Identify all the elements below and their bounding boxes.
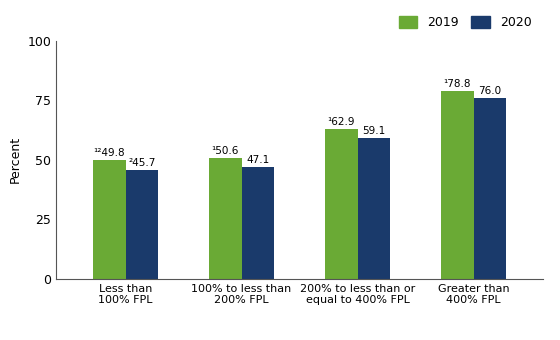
Text: ¹78.8: ¹78.8 xyxy=(444,79,471,89)
Text: ¹²49.8: ¹²49.8 xyxy=(94,148,125,158)
Bar xyxy=(474,98,506,279)
Text: 47.1: 47.1 xyxy=(246,155,269,165)
Bar xyxy=(441,91,474,279)
Bar xyxy=(358,138,390,279)
Bar xyxy=(209,158,241,279)
Text: ¹62.9: ¹62.9 xyxy=(328,117,355,127)
Text: ¹50.6: ¹50.6 xyxy=(212,147,239,156)
Bar xyxy=(125,170,158,279)
Text: ²45.7: ²45.7 xyxy=(128,158,156,168)
Text: 59.1: 59.1 xyxy=(362,126,385,136)
Bar xyxy=(93,160,125,279)
Bar xyxy=(325,129,358,279)
Legend: 2019, 2020: 2019, 2020 xyxy=(394,11,537,34)
Bar xyxy=(241,167,274,279)
Text: 76.0: 76.0 xyxy=(478,86,501,96)
Y-axis label: Percent: Percent xyxy=(9,136,22,183)
